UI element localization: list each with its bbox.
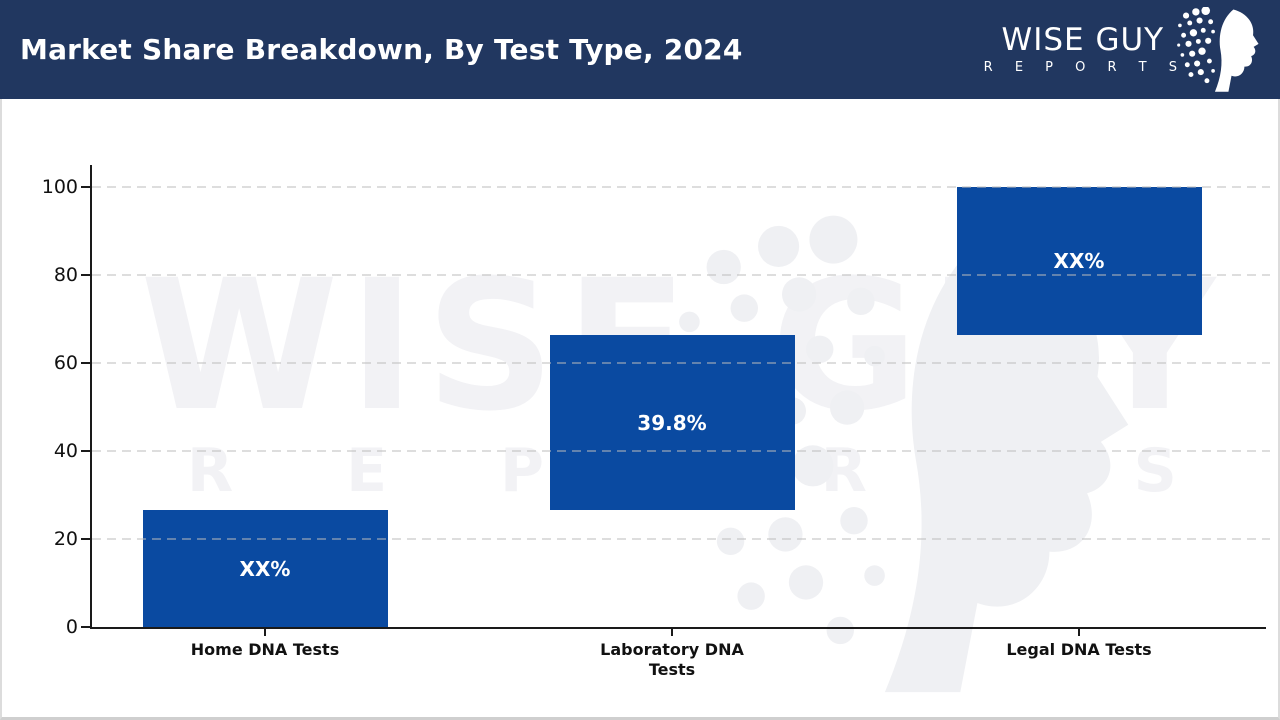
bar-value-label: 39.8% [637,410,707,435]
y-tick-mark [81,274,90,276]
y-tick-label: 0 [65,616,78,638]
y-tick-label: 20 [53,528,78,550]
brand-logo-text: WISE GUY R E P O R T S [980,21,1186,75]
brand-name: WISE GUY [1001,21,1165,58]
y-tick-label: 80 [53,264,78,286]
y-tick-mark [81,450,90,452]
chart-title: Market Share Breakdown, By Test Type, 20… [20,33,743,66]
bar-segment: 39.8% [549,335,795,511]
bar-segment: XX% [142,510,388,627]
brand-logo: WISE GUY R E P O R T S [980,6,1266,93]
x-tick-mark [671,629,673,636]
y-tick-mark [81,362,90,364]
brand-face-icon [1177,6,1259,92]
x-tick-mark [264,629,266,636]
chart-canvas: WISE GUY R E P O R T S 020406080100XX%Ho… [0,99,1280,720]
header-banner: Market Share Breakdown, By Test Type, 20… [0,0,1280,99]
x-tick-label: Home DNA Tests [190,640,340,659]
bar-value-label: XX% [1053,249,1105,274]
y-tick-mark [81,186,90,188]
y-tick-mark [81,626,90,628]
x-tick-mark [1078,629,1080,636]
y-tick-label: 60 [53,352,78,374]
x-axis-line [90,627,1266,629]
brand-subtitle: R E P O R T S [983,59,1186,75]
y-tick-mark [81,538,90,540]
bar-segment: XX% [956,187,1202,336]
bar-value-label: XX% [239,556,291,581]
y-tick-label: 40 [53,440,78,462]
y-axis-line [90,165,92,629]
x-tick-label: Laboratory DNA Tests [600,640,744,679]
x-tick-label: Legal DNA Tests [1006,640,1152,659]
y-tick-label: 100 [41,176,78,198]
